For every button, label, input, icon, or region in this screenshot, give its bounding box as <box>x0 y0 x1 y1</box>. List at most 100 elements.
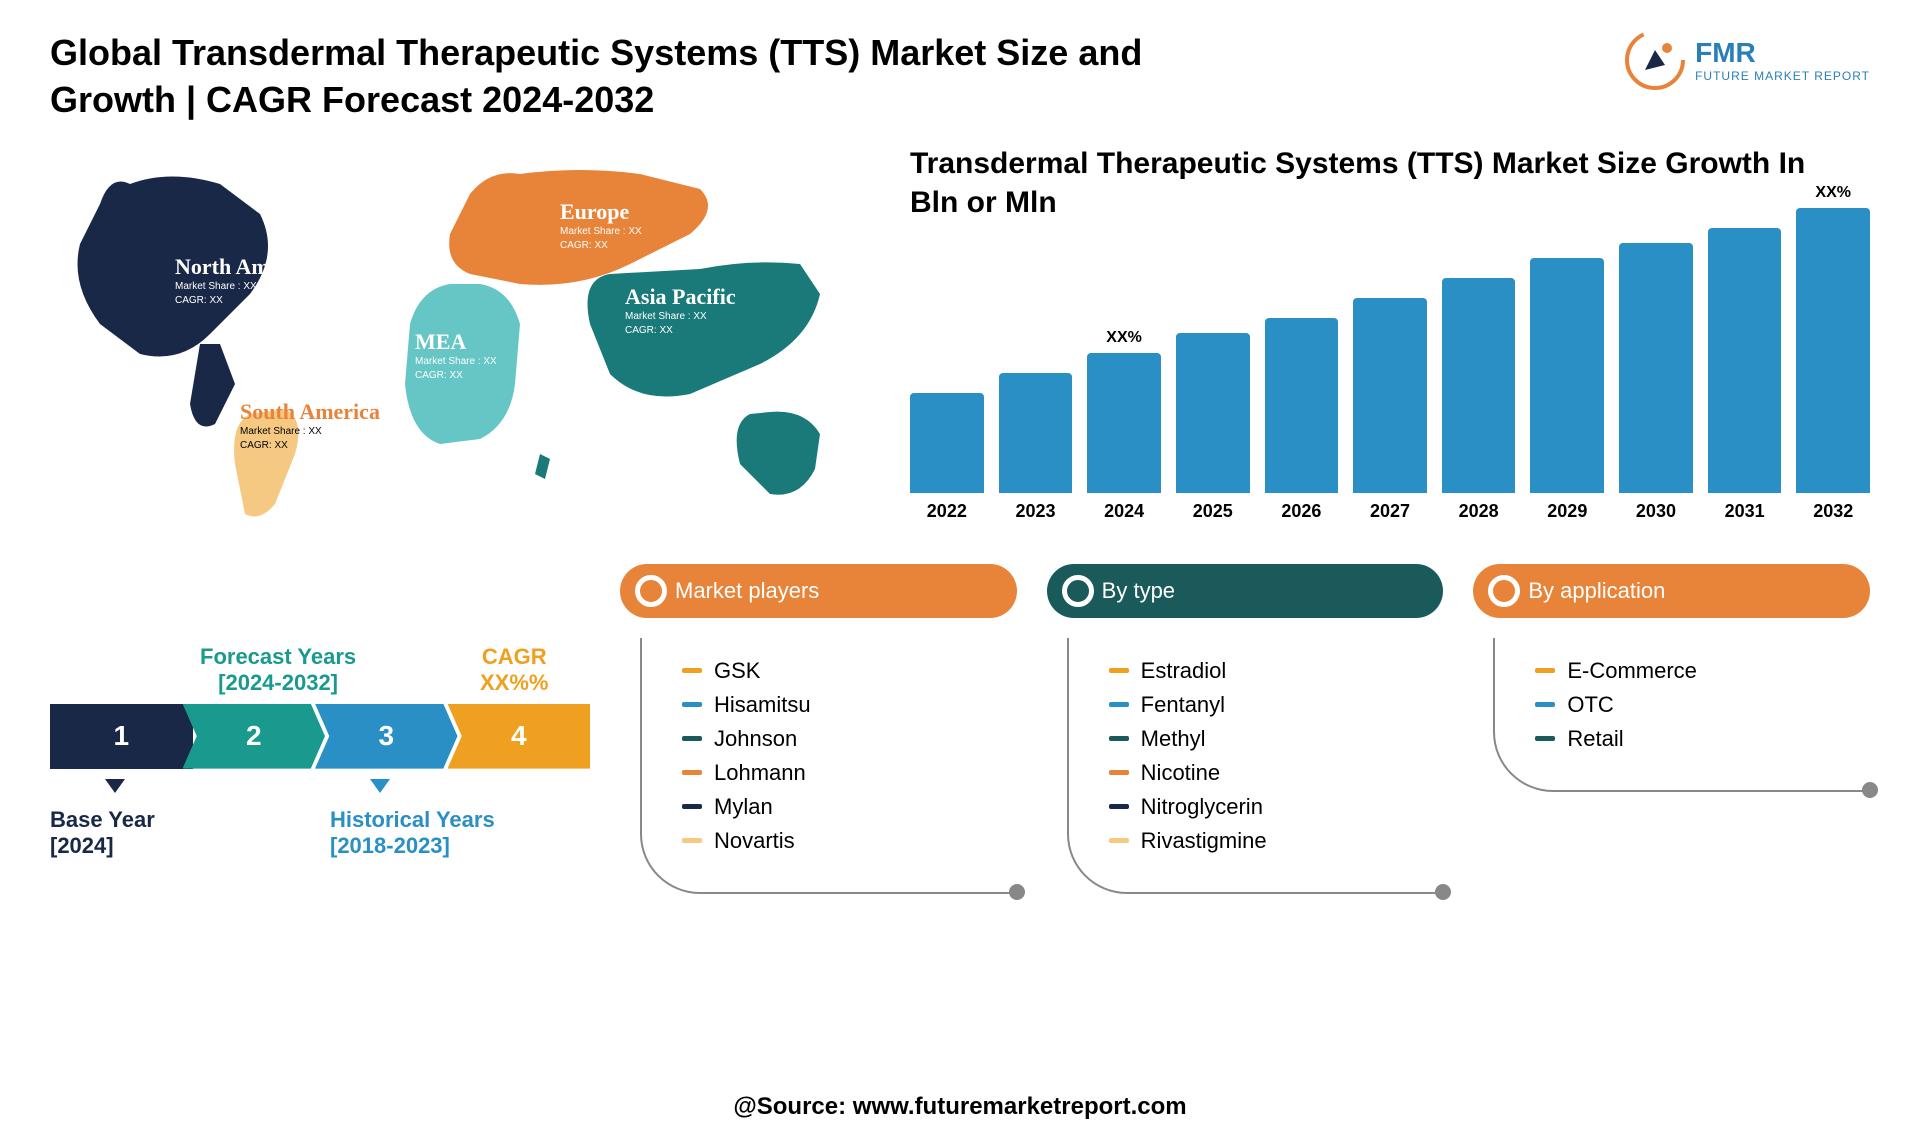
bar-2024: XX%2024 <box>1087 353 1161 522</box>
dash-icon <box>1109 838 1129 843</box>
pill-header: Market players <box>620 564 1017 618</box>
bar-year-label: 2023 <box>1015 501 1055 522</box>
chart-title: Transdermal Therapeutic Systems (TTS) Ma… <box>910 144 1870 222</box>
region-cagr: CAGR: XX <box>625 324 736 338</box>
bar <box>1087 353 1161 493</box>
list-item: Nitroglycerin <box>1109 794 1414 820</box>
bar-year-label: 2028 <box>1459 501 1499 522</box>
region-asia-pacific: Asia Pacific Market Share : XX CAGR: XX <box>625 284 736 338</box>
region-name: Asia Pacific <box>625 284 736 310</box>
timeline-arrow: Forecast Years [2024-2032] CAGR XX%% 1 2… <box>50 564 590 769</box>
region-europe: Europe Market Share : XX CAGR: XX <box>560 199 642 253</box>
region-share: Market Share : XX <box>560 225 642 239</box>
region-name: South America <box>240 399 380 425</box>
bar-2022: 2022 <box>910 393 984 522</box>
dash-icon <box>682 838 702 843</box>
region-cagr: CAGR: XX <box>415 369 497 383</box>
region-share: Market Share : XX <box>625 310 736 324</box>
fmr-logo-icon <box>1625 30 1685 90</box>
bar-2023: 2023 <box>999 373 1073 522</box>
item-label: Mylan <box>714 794 773 820</box>
bar-year-label: 2022 <box>927 501 967 522</box>
list-item: OTC <box>1535 692 1840 718</box>
bar-2029: 2029 <box>1530 258 1604 522</box>
forecast-title: Forecast Years <box>200 644 356 670</box>
cagr-value: XX%% <box>480 670 548 696</box>
bar <box>910 393 984 493</box>
dash-icon <box>682 804 702 809</box>
dash-icon <box>1535 736 1555 741</box>
item-label: Nicotine <box>1141 760 1220 786</box>
timeline-seg-2: 2 <box>183 704 326 769</box>
bar-2025: 2025 <box>1176 333 1250 522</box>
bar-2028: 2028 <box>1442 278 1516 522</box>
hist-title: Historical Years <box>330 807 495 833</box>
cagr-label: CAGR XX%% <box>480 644 548 696</box>
dash-icon <box>1109 804 1129 809</box>
item-label: Rivastigmine <box>1141 828 1267 854</box>
list-item: Johnson <box>682 726 987 752</box>
bar-pct-label: XX% <box>1815 184 1851 202</box>
bar-year-label: 2026 <box>1281 501 1321 522</box>
pill-header: By application <box>1473 564 1870 618</box>
timeline-bar: 1 2 3 4 <box>50 704 590 769</box>
region-name: MEA <box>415 329 497 355</box>
bar-year-label: 2029 <box>1547 501 1587 522</box>
region-name: North America <box>175 254 316 280</box>
timeline-seg-4: 4 <box>448 704 591 769</box>
bar-chart-section: Transdermal Therapeutic Systems (TTS) Ma… <box>910 144 1870 524</box>
logo-tagline: FUTURE MARKET REPORT <box>1695 69 1870 83</box>
region-north-america: North America Market Share : XX CAGR: XX <box>175 254 316 308</box>
bar-year-label: 2024 <box>1104 501 1144 522</box>
list-item: Methyl <box>1109 726 1414 752</box>
forecast-label: Forecast Years [2024-2032] <box>200 644 356 696</box>
region-cagr: CAGR: XX <box>560 239 642 253</box>
bar-2032: XX%2032 <box>1796 208 1870 522</box>
region-cagr: CAGR: XX <box>240 439 380 453</box>
region-cagr: CAGR: XX <box>175 294 316 308</box>
bar-2026: 2026 <box>1265 318 1339 522</box>
region-mea: MEA Market Share : XX CAGR: XX <box>415 329 497 383</box>
list-item: Lohmann <box>682 760 987 786</box>
base-range: [2024] <box>50 833 155 859</box>
item-label: Estradiol <box>1141 658 1227 684</box>
forecast-range: [2024-2032] <box>200 670 356 696</box>
triangle-icon <box>105 779 125 793</box>
item-label: Hisamitsu <box>714 692 811 718</box>
dash-icon <box>682 702 702 707</box>
bar <box>1530 258 1604 493</box>
item-label: Retail <box>1567 726 1623 752</box>
bar-year-label: 2031 <box>1725 501 1765 522</box>
item-label: E-Commerce <box>1567 658 1697 684</box>
world-map: North America Market Share : XX CAGR: XX… <box>50 144 870 524</box>
item-label: GSK <box>714 658 760 684</box>
list-box: E-Commerce OTC Retail <box>1493 638 1870 792</box>
list-item: Novartis <box>682 828 987 854</box>
bar-year-label: 2025 <box>1193 501 1233 522</box>
item-label: Nitroglycerin <box>1141 794 1263 820</box>
region-share: Market Share : XX <box>240 425 380 439</box>
bar <box>1619 243 1693 493</box>
pill-column: Market players GSK Hisamitsu Johnson Lohmann… <box>620 564 1017 894</box>
timeline-seg-1: 1 <box>50 704 193 769</box>
region-share: Market Share : XX <box>415 355 497 369</box>
list-item: Rivastigmine <box>1109 828 1414 854</box>
dash-icon <box>1109 668 1129 673</box>
region-share: Market Share : XX <box>175 280 316 294</box>
bar <box>1265 318 1339 493</box>
item-label: Methyl <box>1141 726 1206 752</box>
historical-label: Historical Years [2018-2023] <box>330 807 495 859</box>
region-name: Europe <box>560 199 642 225</box>
base-year-label: Base Year [2024] <box>50 807 155 859</box>
source-attribution: @Source: www.futuremarketreport.com <box>733 1093 1186 1121</box>
bar <box>999 373 1073 493</box>
item-label: Lohmann <box>714 760 806 786</box>
region-south-america: South America Market Share : XX CAGR: XX <box>240 399 380 453</box>
bar-2030: 2030 <box>1619 243 1693 522</box>
cagr-title: CAGR <box>480 644 548 670</box>
category-pills: Market players GSK Hisamitsu Johnson Lohmann… <box>620 564 1870 894</box>
bar-pct-label: XX% <box>1106 329 1142 347</box>
dash-icon <box>1535 668 1555 673</box>
dash-icon <box>682 668 702 673</box>
bar <box>1353 298 1427 493</box>
